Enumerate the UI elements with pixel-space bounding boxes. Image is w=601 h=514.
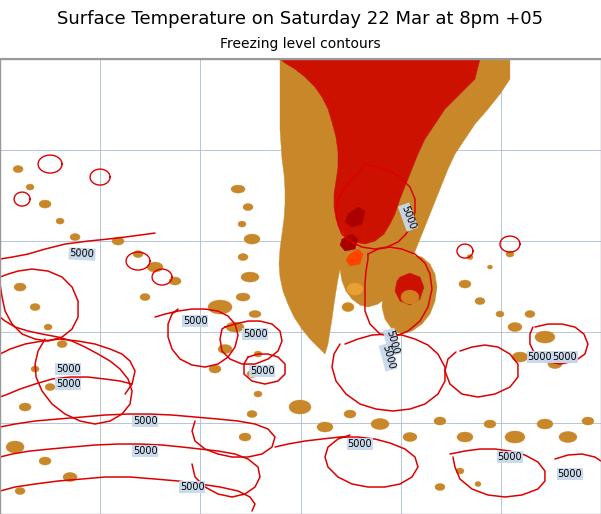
- Ellipse shape: [475, 482, 481, 487]
- Ellipse shape: [254, 391, 262, 397]
- Polygon shape: [280, 59, 480, 244]
- Ellipse shape: [506, 251, 514, 257]
- Ellipse shape: [457, 432, 473, 442]
- Ellipse shape: [208, 300, 232, 314]
- Ellipse shape: [344, 410, 356, 418]
- Text: 5000: 5000: [347, 439, 372, 449]
- Text: 5000: 5000: [133, 446, 157, 456]
- Text: 5000: 5000: [553, 352, 577, 362]
- Ellipse shape: [243, 331, 253, 337]
- Ellipse shape: [238, 253, 248, 261]
- Ellipse shape: [147, 262, 163, 272]
- Polygon shape: [345, 207, 365, 227]
- Text: 5000: 5000: [56, 379, 81, 389]
- Ellipse shape: [39, 200, 51, 208]
- Ellipse shape: [31, 366, 39, 372]
- Ellipse shape: [236, 293, 250, 301]
- Text: 5000: 5000: [558, 469, 582, 479]
- Text: 5000: 5000: [528, 352, 552, 362]
- Ellipse shape: [244, 234, 260, 244]
- Ellipse shape: [30, 304, 40, 310]
- Ellipse shape: [496, 311, 504, 317]
- Ellipse shape: [239, 433, 251, 441]
- Ellipse shape: [401, 290, 419, 304]
- Text: Freezing level contours: Freezing level contours: [220, 38, 381, 51]
- Ellipse shape: [209, 365, 221, 373]
- Ellipse shape: [241, 272, 259, 282]
- Ellipse shape: [508, 323, 522, 332]
- Ellipse shape: [537, 419, 553, 429]
- Text: 5000: 5000: [70, 248, 94, 260]
- Ellipse shape: [247, 371, 257, 377]
- Ellipse shape: [169, 277, 181, 285]
- Ellipse shape: [13, 166, 23, 173]
- Ellipse shape: [347, 283, 363, 295]
- Ellipse shape: [70, 233, 80, 241]
- Ellipse shape: [484, 420, 496, 428]
- Ellipse shape: [231, 185, 245, 193]
- Polygon shape: [340, 234, 358, 251]
- Ellipse shape: [403, 432, 417, 442]
- Text: 5000: 5000: [243, 329, 267, 339]
- Ellipse shape: [14, 283, 26, 291]
- Ellipse shape: [57, 341, 67, 347]
- Ellipse shape: [475, 298, 485, 305]
- Polygon shape: [346, 249, 363, 266]
- Polygon shape: [279, 59, 510, 354]
- Ellipse shape: [317, 422, 333, 432]
- Ellipse shape: [434, 417, 446, 425]
- Text: 5000: 5000: [249, 366, 274, 376]
- Text: 5000: 5000: [56, 364, 81, 374]
- Ellipse shape: [63, 472, 77, 482]
- Polygon shape: [395, 273, 424, 305]
- Ellipse shape: [559, 432, 577, 443]
- Ellipse shape: [487, 265, 492, 269]
- Ellipse shape: [548, 359, 562, 369]
- Ellipse shape: [459, 280, 471, 288]
- Ellipse shape: [44, 324, 52, 330]
- Ellipse shape: [456, 468, 464, 474]
- Ellipse shape: [342, 303, 354, 311]
- Ellipse shape: [254, 351, 262, 357]
- Ellipse shape: [218, 344, 232, 354]
- Ellipse shape: [6, 441, 24, 453]
- Ellipse shape: [15, 487, 25, 494]
- Text: 5000: 5000: [380, 344, 396, 370]
- Ellipse shape: [133, 250, 143, 258]
- Ellipse shape: [247, 411, 257, 417]
- Ellipse shape: [371, 418, 389, 430]
- Ellipse shape: [525, 310, 535, 318]
- Ellipse shape: [582, 417, 594, 425]
- Ellipse shape: [19, 403, 31, 411]
- Ellipse shape: [140, 293, 150, 301]
- Ellipse shape: [512, 352, 528, 362]
- Ellipse shape: [505, 431, 525, 443]
- Ellipse shape: [45, 383, 55, 391]
- Ellipse shape: [26, 184, 34, 190]
- Ellipse shape: [535, 331, 555, 343]
- Text: 5000: 5000: [399, 204, 417, 230]
- Text: 5000: 5000: [384, 329, 400, 355]
- Polygon shape: [382, 255, 437, 334]
- Ellipse shape: [39, 457, 51, 465]
- Ellipse shape: [289, 400, 311, 414]
- Ellipse shape: [112, 237, 124, 245]
- Text: 5000: 5000: [133, 416, 157, 426]
- Ellipse shape: [56, 218, 64, 224]
- Text: 5000: 5000: [183, 316, 207, 326]
- Ellipse shape: [249, 310, 261, 318]
- Ellipse shape: [243, 204, 253, 211]
- Ellipse shape: [467, 254, 473, 260]
- Text: Surface Temperature on Saturday 22 Mar at 8pm +05: Surface Temperature on Saturday 22 Mar a…: [58, 10, 543, 28]
- Ellipse shape: [435, 484, 445, 490]
- Ellipse shape: [238, 221, 246, 227]
- Text: 5000: 5000: [180, 482, 204, 492]
- Text: 5000: 5000: [498, 452, 522, 462]
- Ellipse shape: [226, 322, 244, 332]
